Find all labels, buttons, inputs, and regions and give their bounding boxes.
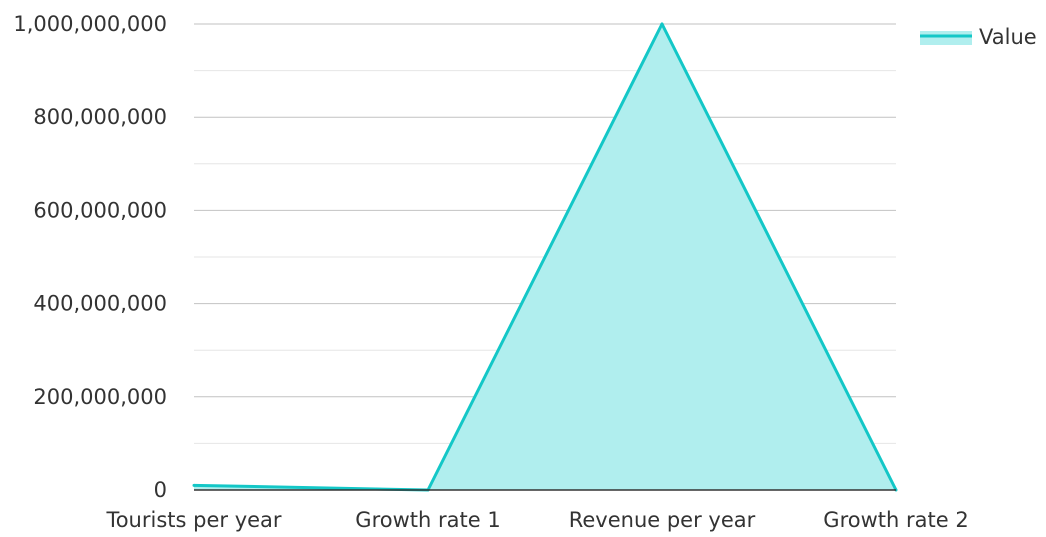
y-tick-label: 1,000,000,000	[13, 12, 167, 36]
legend-swatch	[920, 31, 972, 45]
legend[interactable]: Value	[920, 25, 1037, 49]
y-tick-label: 400,000,000	[33, 292, 167, 316]
series-line	[193, 22, 898, 492]
y-tick-label: 800,000,000	[33, 105, 167, 129]
x-tick-label: Growth rate 1	[355, 508, 500, 532]
y-tick-label: 600,000,000	[33, 198, 167, 222]
y-tick-label: 200,000,000	[33, 385, 167, 409]
x-tick-label: Tourists per year	[105, 508, 281, 532]
y-tick-label: 0	[154, 478, 167, 502]
x-tick-label: Revenue per year	[569, 508, 756, 532]
axes: 0 200,000,000 400,000,000 600,000,000 800,00…	[13, 12, 968, 532]
data-point[interactable]	[192, 483, 196, 487]
x-tick-label: Growth rate 2	[823, 508, 968, 532]
legend-label: Value	[979, 25, 1037, 49]
data-point[interactable]	[660, 22, 664, 26]
